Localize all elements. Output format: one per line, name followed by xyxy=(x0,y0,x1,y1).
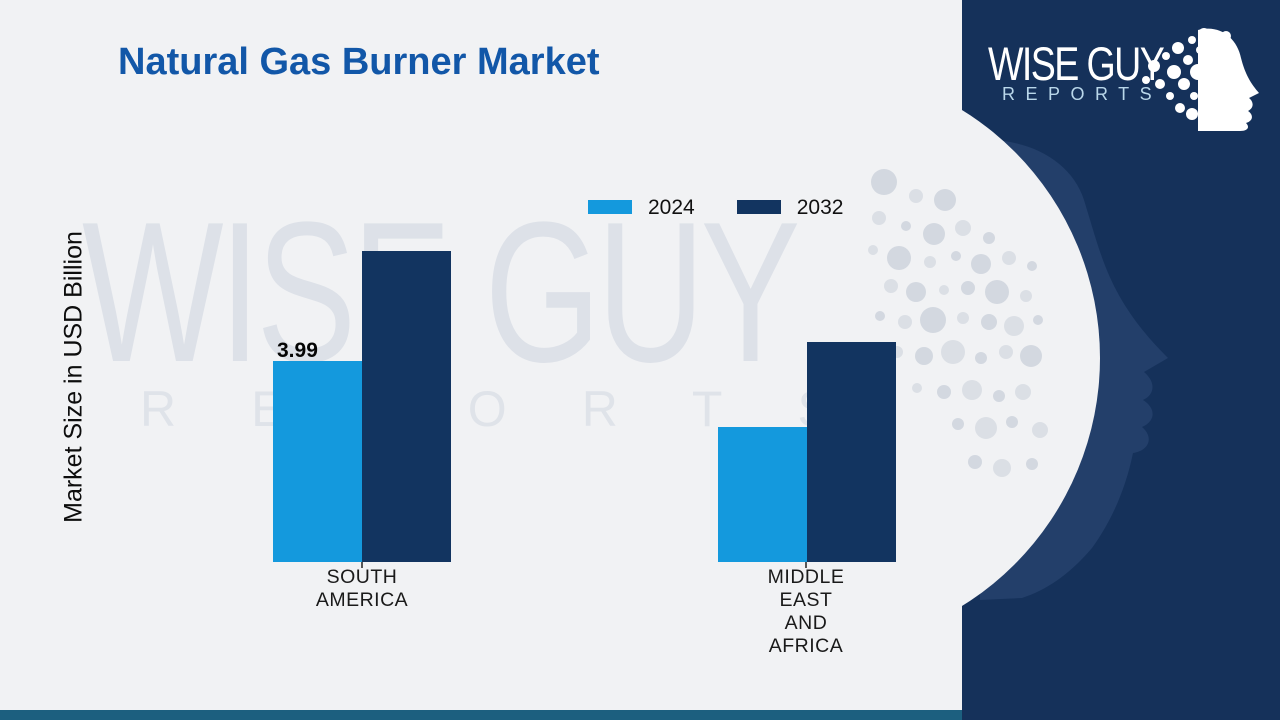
legend-label-2024: 2024 xyxy=(648,195,695,219)
legend-item-2024: 2024 xyxy=(588,197,695,218)
bottom-strip xyxy=(0,710,1280,720)
axis-tick xyxy=(805,562,807,568)
dots-cluster xyxy=(868,169,1048,477)
category-label-middle-east-africa: MIDDLE EAST AND AFRICA xyxy=(767,566,845,657)
bar-2024-group1 xyxy=(273,361,362,562)
bar-2024-group2 xyxy=(718,427,807,562)
logo-face-icon xyxy=(1198,28,1259,131)
bar-value-label: 3.99 xyxy=(277,339,318,362)
bar-2032-group2 xyxy=(807,342,896,562)
logo-reports-text: REPORTS xyxy=(1002,84,1163,104)
page-title: Natural Gas Burner Market xyxy=(118,41,600,83)
legend-label-2032: 2032 xyxy=(796,195,844,219)
y-axis-label: Market Size in USD Billion xyxy=(59,231,88,523)
legend-item-2032: 2032 xyxy=(736,195,844,219)
legend-swatch-2024 xyxy=(588,200,632,214)
axis-tick xyxy=(361,562,363,568)
logo-wiseguy-text: WISE GUY xyxy=(988,37,1165,90)
bar-2032-group1 xyxy=(362,251,451,562)
chart-legend: 2024 2032 xyxy=(588,195,843,219)
logo-face-dots-icon xyxy=(1142,28,1259,131)
legend-swatch-2032 xyxy=(736,200,781,214)
watermark-reports-text: REPORTS xyxy=(140,381,906,437)
category-label-south-america: SOUTH AMERICA xyxy=(315,566,409,611)
